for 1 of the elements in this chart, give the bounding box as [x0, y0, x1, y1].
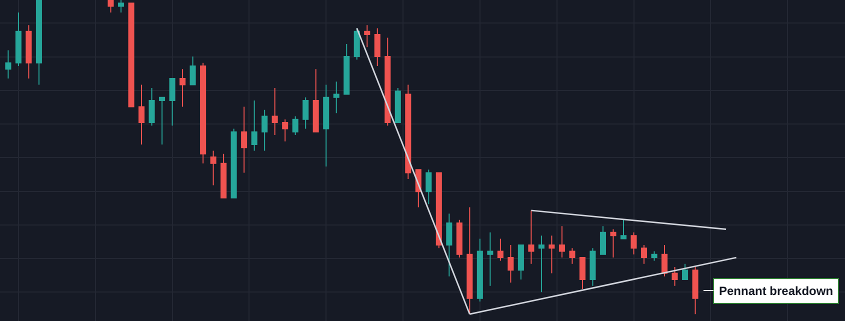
annotation: Pennant breakdown: [719, 284, 834, 298]
